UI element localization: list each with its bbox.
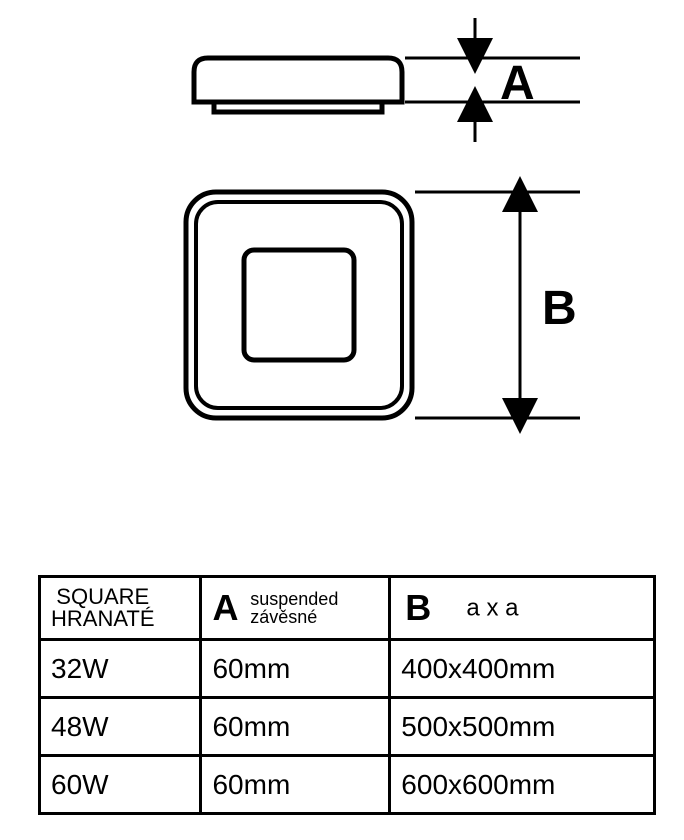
cell-watt: 32W xyxy=(40,640,201,698)
header-col3: B a x a xyxy=(390,577,655,640)
header-col1: SQUARE HRANATÉ xyxy=(40,577,201,640)
front-view xyxy=(186,192,412,418)
cell-a: 60mm xyxy=(201,640,390,698)
cell-b: 500x500mm xyxy=(390,698,655,756)
cell-a: 60mm xyxy=(201,698,390,756)
table-row: 32W 60mm 400x400mm xyxy=(40,640,655,698)
cell-b: 400x400mm xyxy=(390,640,655,698)
cell-watt: 48W xyxy=(40,698,201,756)
dimension-diagram: A B xyxy=(0,0,684,560)
header-col2: A suspended závěsné xyxy=(201,577,390,640)
table-row: 48W 60mm 500x500mm xyxy=(40,698,655,756)
spec-table: SQUARE HRANATÉ A suspended závěsné B a x… xyxy=(38,575,656,815)
spec-sheet: A B SQUARE HRANATÉ A suspended xyxy=(0,0,684,840)
table-row: 60W 60mm 600x600mm xyxy=(40,756,655,814)
table-header-row: SQUARE HRANATÉ A suspended závěsné B a x… xyxy=(40,577,655,640)
side-view xyxy=(194,58,402,112)
cell-a: 60mm xyxy=(201,756,390,814)
cell-watt: 60W xyxy=(40,756,201,814)
cell-b: 600x600mm xyxy=(390,756,655,814)
dim-label-a: A xyxy=(500,57,535,110)
dim-label-b: B xyxy=(542,282,577,335)
